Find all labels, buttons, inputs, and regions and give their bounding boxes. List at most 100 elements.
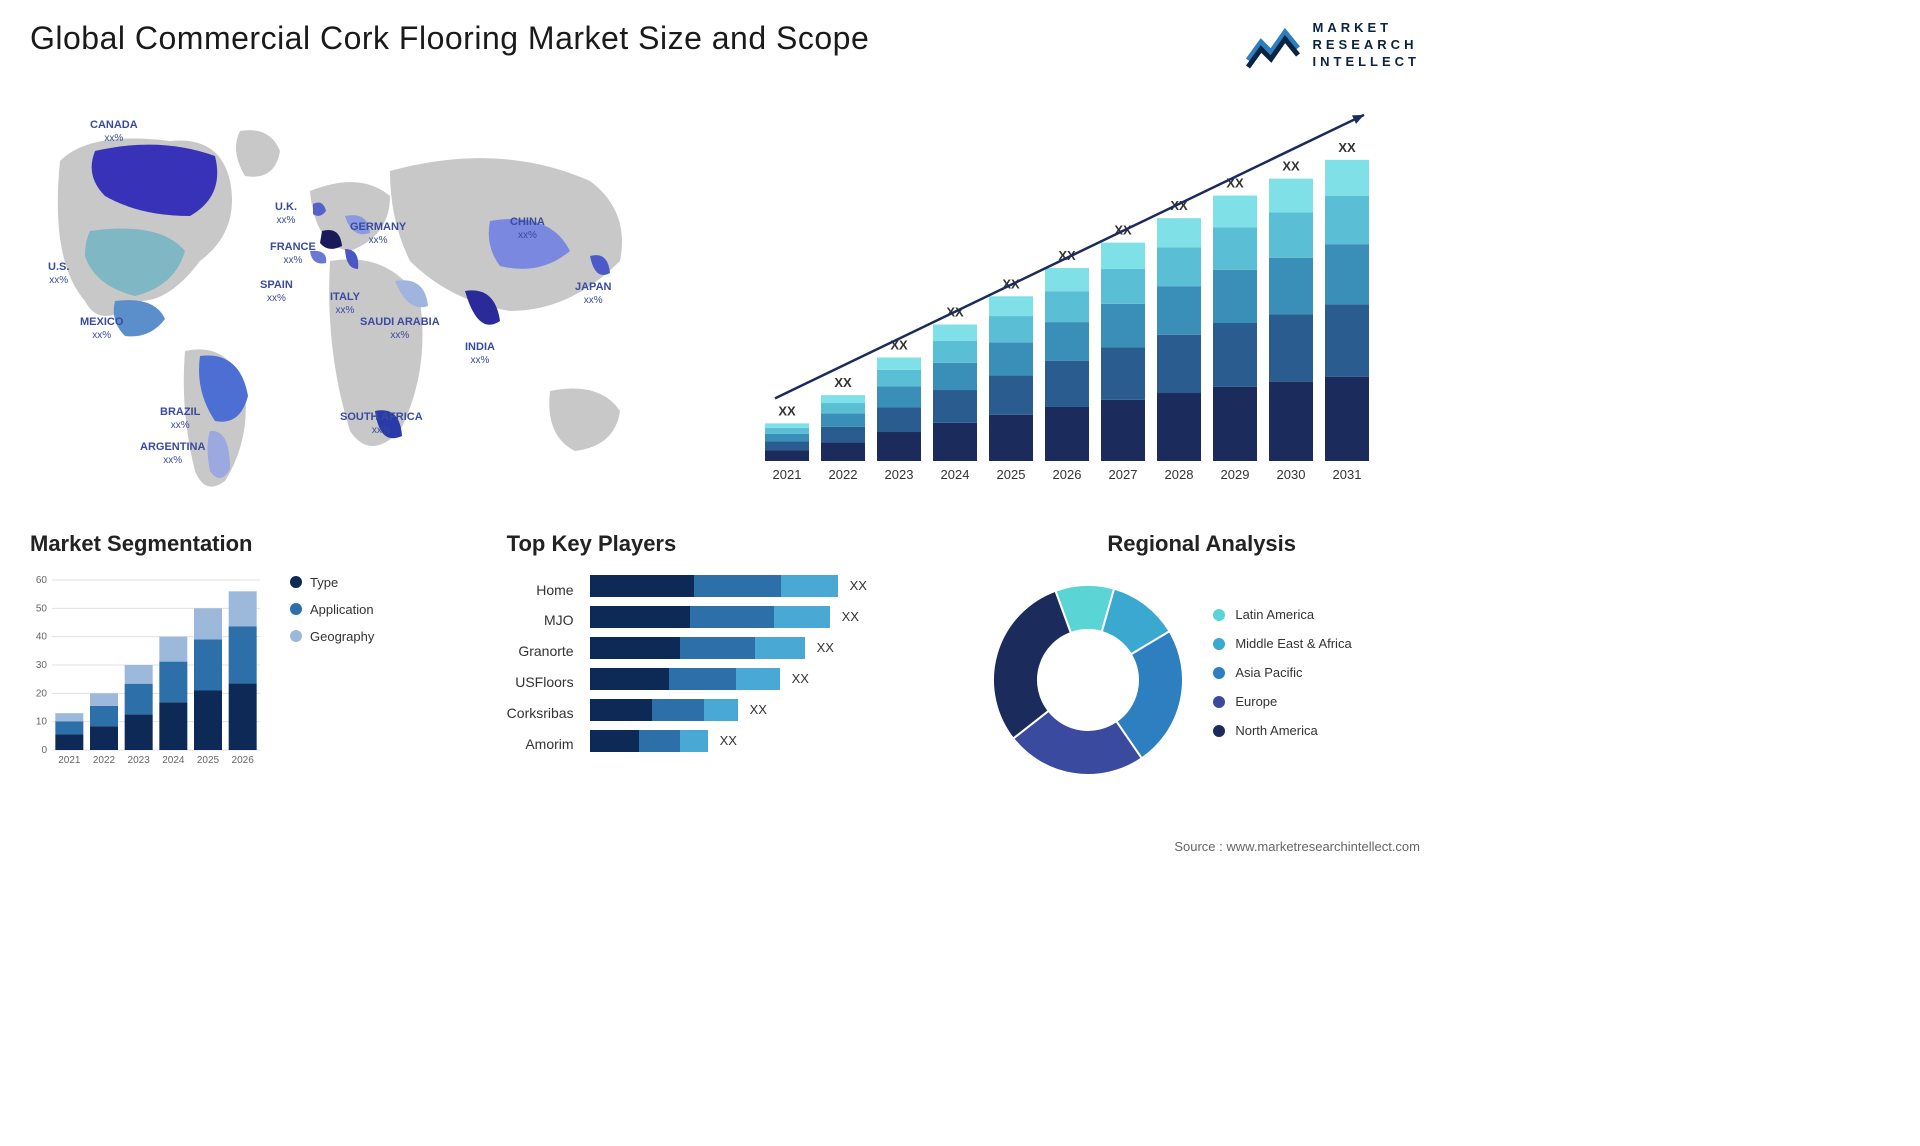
bar-segment: [736, 668, 780, 690]
legend-dot: [1213, 696, 1225, 708]
player-name: Granorte: [507, 636, 574, 667]
svg-text:2030: 2030: [1277, 467, 1306, 482]
map-label: MEXICOxx%: [80, 316, 123, 342]
player-row: XX: [590, 668, 944, 690]
player-name: USFloors: [507, 667, 574, 698]
svg-text:2029: 2029: [1221, 467, 1250, 482]
svg-text:2023: 2023: [885, 467, 914, 482]
player-name: Home: [507, 575, 574, 606]
svg-text:40: 40: [36, 631, 48, 642]
player-bar: [590, 668, 780, 690]
map-label: U.S.xx%: [48, 261, 69, 287]
legend-label: Asia Pacific: [1235, 665, 1302, 680]
legend-label: Europe: [1235, 694, 1277, 709]
bar-segment: [590, 730, 640, 752]
legend-label: Type: [310, 575, 338, 590]
legend-dot: [1213, 667, 1225, 679]
legend-item: Europe: [1213, 694, 1351, 709]
legend-item: Latin America: [1213, 607, 1351, 622]
segmentation-panel: Market Segmentation 0 10 20 30 40 50 60 2021 202…: [30, 531, 467, 785]
player-bar: [590, 606, 830, 628]
svg-text:60: 60: [36, 575, 48, 586]
svg-text:2026: 2026: [1053, 467, 1082, 482]
legend-item: Middle East & Africa: [1213, 636, 1351, 651]
legend-label: Application: [310, 602, 374, 617]
logo: MARKET RESEARCH INTELLECT: [1243, 20, 1421, 71]
svg-text:XX: XX: [778, 403, 796, 418]
legend-item: Application: [290, 602, 374, 617]
map-label: SAUDI ARABIAxx%: [360, 316, 440, 342]
map-label: JAPANxx%: [575, 281, 611, 307]
legend-dot: [1213, 638, 1225, 650]
map-label: U.K.xx%: [275, 201, 297, 227]
legend-dot: [290, 603, 302, 615]
legend-item: Asia Pacific: [1213, 665, 1351, 680]
svg-text:2024: 2024: [162, 755, 185, 766]
logo-text: MARKET RESEARCH INTELLECT: [1313, 20, 1421, 71]
players-title: Top Key Players: [507, 531, 944, 557]
legend-item: Geography: [290, 629, 374, 644]
bar-segment: [781, 575, 838, 597]
svg-text:2022: 2022: [93, 755, 116, 766]
logo-line3: INTELLECT: [1313, 54, 1421, 71]
svg-text:2023: 2023: [128, 755, 151, 766]
bottom-row: Market Segmentation 0 10 20 30 40 50 60 2021 202…: [30, 531, 1420, 785]
bar-segment: [680, 637, 755, 659]
map-label: ARGENTINAxx%: [140, 441, 205, 467]
player-row: XX: [590, 730, 944, 752]
player-value: XX: [720, 733, 737, 748]
donut-chart: [983, 575, 1193, 785]
logo-line1: MARKET: [1313, 20, 1421, 37]
segmentation-chart: 0102030405060202120222023202420252026: [30, 575, 270, 785]
map-label: SOUTH AFRICAxx%: [340, 411, 423, 437]
player-bar: [590, 699, 738, 721]
regional-panel: Regional Analysis Latin America Middle Ea…: [983, 531, 1420, 785]
map-label: CANADAxx%: [90, 119, 138, 145]
bar-segment: [590, 699, 652, 721]
svg-text:30: 30: [36, 660, 48, 671]
player-labels: HomeMJOGranorteUSFloorsCorksribasAmorim: [507, 575, 574, 760]
growth-svg: XX2021XX2022XX2023XX2024XX2025XX2026XX20…: [745, 101, 1405, 501]
bar-segment: [590, 668, 670, 690]
legend-dot: [290, 576, 302, 588]
bar-segment: [694, 575, 781, 597]
segmentation-legend: Type Application Geography: [290, 575, 374, 656]
legend-label: Middle East & Africa: [1235, 636, 1351, 651]
map-label: BRAZILxx%: [160, 406, 200, 432]
player-bar: [590, 575, 838, 597]
svg-text:10: 10: [36, 716, 48, 727]
player-bar: [590, 730, 708, 752]
svg-text:2021: 2021: [58, 755, 81, 766]
players-panel: Top Key Players HomeMJOGranorteUSFloorsC…: [507, 531, 944, 785]
svg-text:XX: XX: [834, 375, 852, 390]
svg-text:20: 20: [36, 688, 48, 699]
regional-title: Regional Analysis: [983, 531, 1420, 557]
svg-text:0: 0: [41, 745, 47, 756]
legend-dot: [1213, 609, 1225, 621]
segmentation-title: Market Segmentation: [30, 531, 467, 557]
growth-chart: XX2021XX2022XX2023XX2024XX2025XX2026XX20…: [745, 101, 1420, 501]
svg-text:XX: XX: [1282, 158, 1300, 173]
top-row: CANADAxx% U.S.xx% MEXICOxx% BRAZILxx% ARGENT…: [30, 101, 1420, 501]
player-bars: XXXXXXXXXXXX: [590, 575, 944, 761]
player-value: XX: [850, 578, 867, 593]
player-name: MJO: [507, 605, 574, 636]
player-value: XX: [817, 640, 834, 655]
header: Global Commercial Cork Flooring Market S…: [30, 20, 1420, 71]
bar-segment: [680, 730, 707, 752]
bar-segment: [639, 730, 680, 752]
source-attribution: Source : www.marketresearchintellect.com: [1174, 839, 1420, 854]
svg-text:2027: 2027: [1109, 467, 1138, 482]
player-name: Amorim: [507, 729, 574, 760]
svg-text:2024: 2024: [941, 467, 970, 482]
bar-segment: [652, 699, 704, 721]
bar-segment: [774, 606, 829, 628]
svg-text:2021: 2021: [773, 467, 802, 482]
legend-item: Type: [290, 575, 374, 590]
world-map: CANADAxx% U.S.xx% MEXICOxx% BRAZILxx% ARGENT…: [30, 101, 705, 501]
map-label: ITALYxx%: [330, 291, 360, 317]
map-label: FRANCExx%: [270, 241, 316, 267]
bar-segment: [590, 637, 680, 659]
player-value: XX: [792, 671, 809, 686]
svg-text:50: 50: [36, 603, 48, 614]
